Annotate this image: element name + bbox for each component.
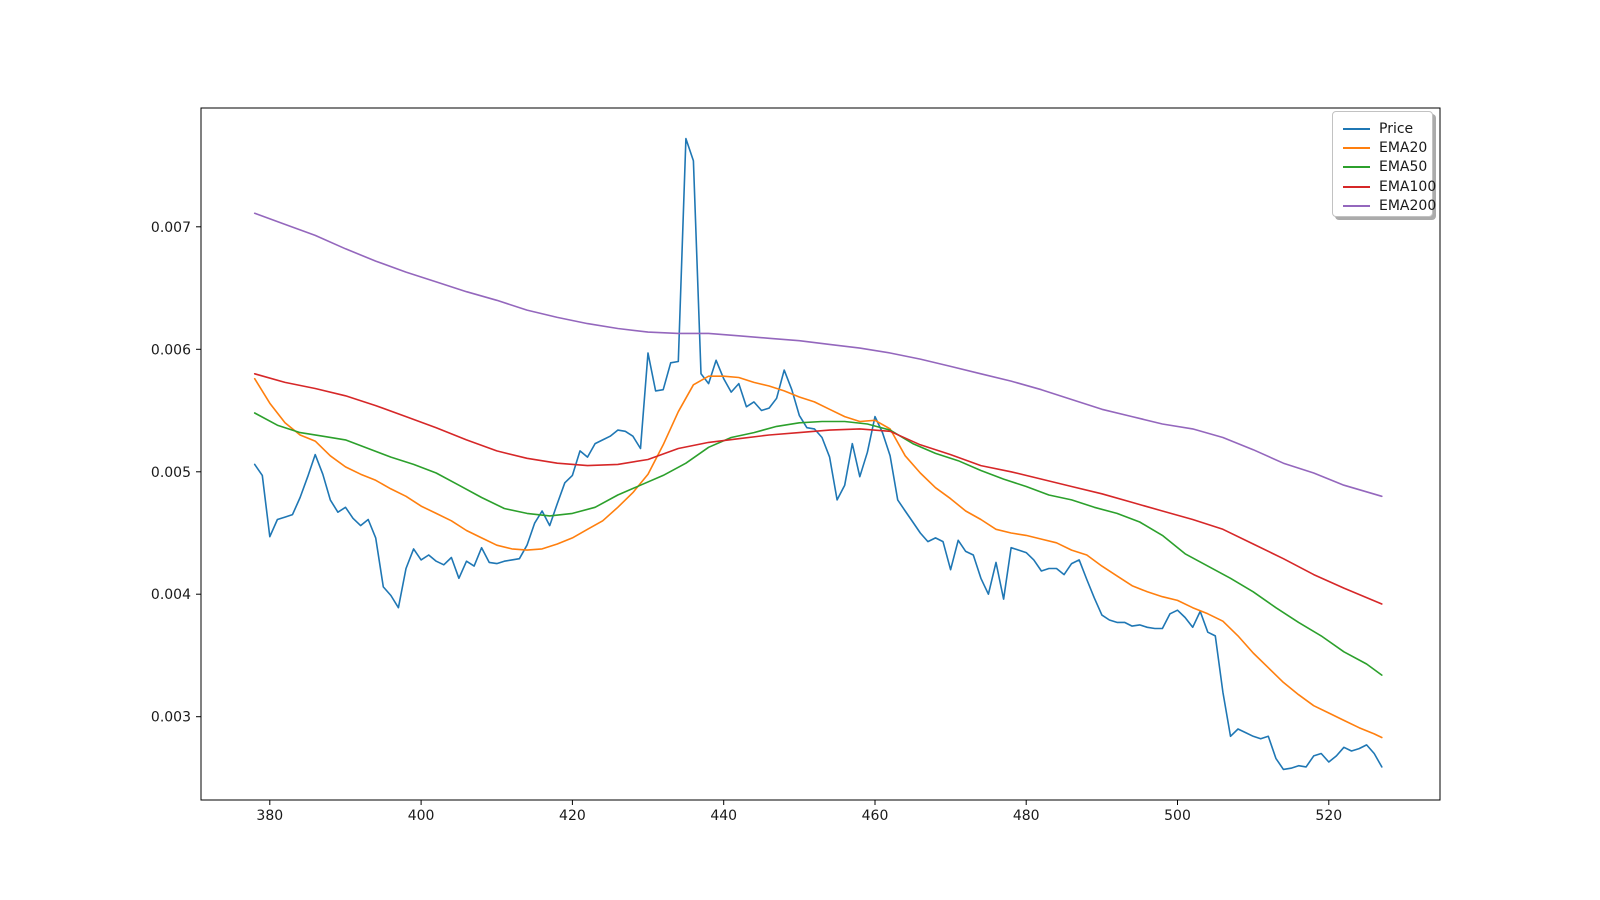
legend-line-sample-ema200 [1343, 205, 1370, 208]
y-axis-tick-label: 0.005 [151, 465, 191, 481]
series-line-price [253, 137, 1383, 771]
series-line-ema200 [253, 212, 1383, 498]
legend-item-ema200: EMA200 [1343, 197, 1436, 216]
legend-label: EMA20 [1379, 140, 1428, 157]
legend-line-sample-ema100 [1343, 185, 1370, 188]
x-axis-tick-label: 400 [408, 808, 435, 824]
legend-line-sample-ema20 [1343, 147, 1370, 150]
legend-line-sample-price [1343, 127, 1370, 130]
legend-label: EMA100 [1379, 178, 1437, 195]
y-axis-tick-label: 0.003 [151, 710, 191, 726]
legend-item-price: Price [1343, 119, 1432, 138]
x-axis-tick-label: 460 [862, 808, 889, 824]
y-axis-tick-label: 0.004 [151, 587, 191, 603]
series-line-ema50 [253, 412, 1383, 676]
x-axis-tick-label: 520 [1315, 808, 1342, 824]
legend-item-ema20: EMA20 [1343, 138, 1432, 157]
series-line-ema20 [253, 375, 1383, 739]
legend-label: EMA200 [1379, 198, 1437, 215]
series-line-ema100 [253, 372, 1383, 605]
x-axis-tick-label: 500 [1164, 808, 1191, 824]
legend: Price EMA20 EMA50 EMA100 EMA200 [1332, 111, 1436, 217]
legend-item-ema100: EMA100 [1343, 177, 1436, 196]
x-axis-tick-label: 440 [710, 808, 737, 824]
legend-item-ema50: EMA50 [1343, 158, 1432, 177]
y-axis-tick-label: 0.006 [151, 342, 191, 358]
x-axis-tick-label: 480 [1013, 808, 1040, 824]
axes-spines [200, 107, 1441, 801]
legend-line-sample-ema50 [1343, 166, 1370, 169]
x-axis-tick-label: 380 [256, 808, 283, 824]
x-axis-tick-label: 420 [559, 808, 586, 824]
legend-label: Price [1379, 120, 1414, 137]
legend-label: EMA50 [1379, 159, 1428, 176]
y-axis-tick-label: 0.007 [151, 220, 191, 236]
